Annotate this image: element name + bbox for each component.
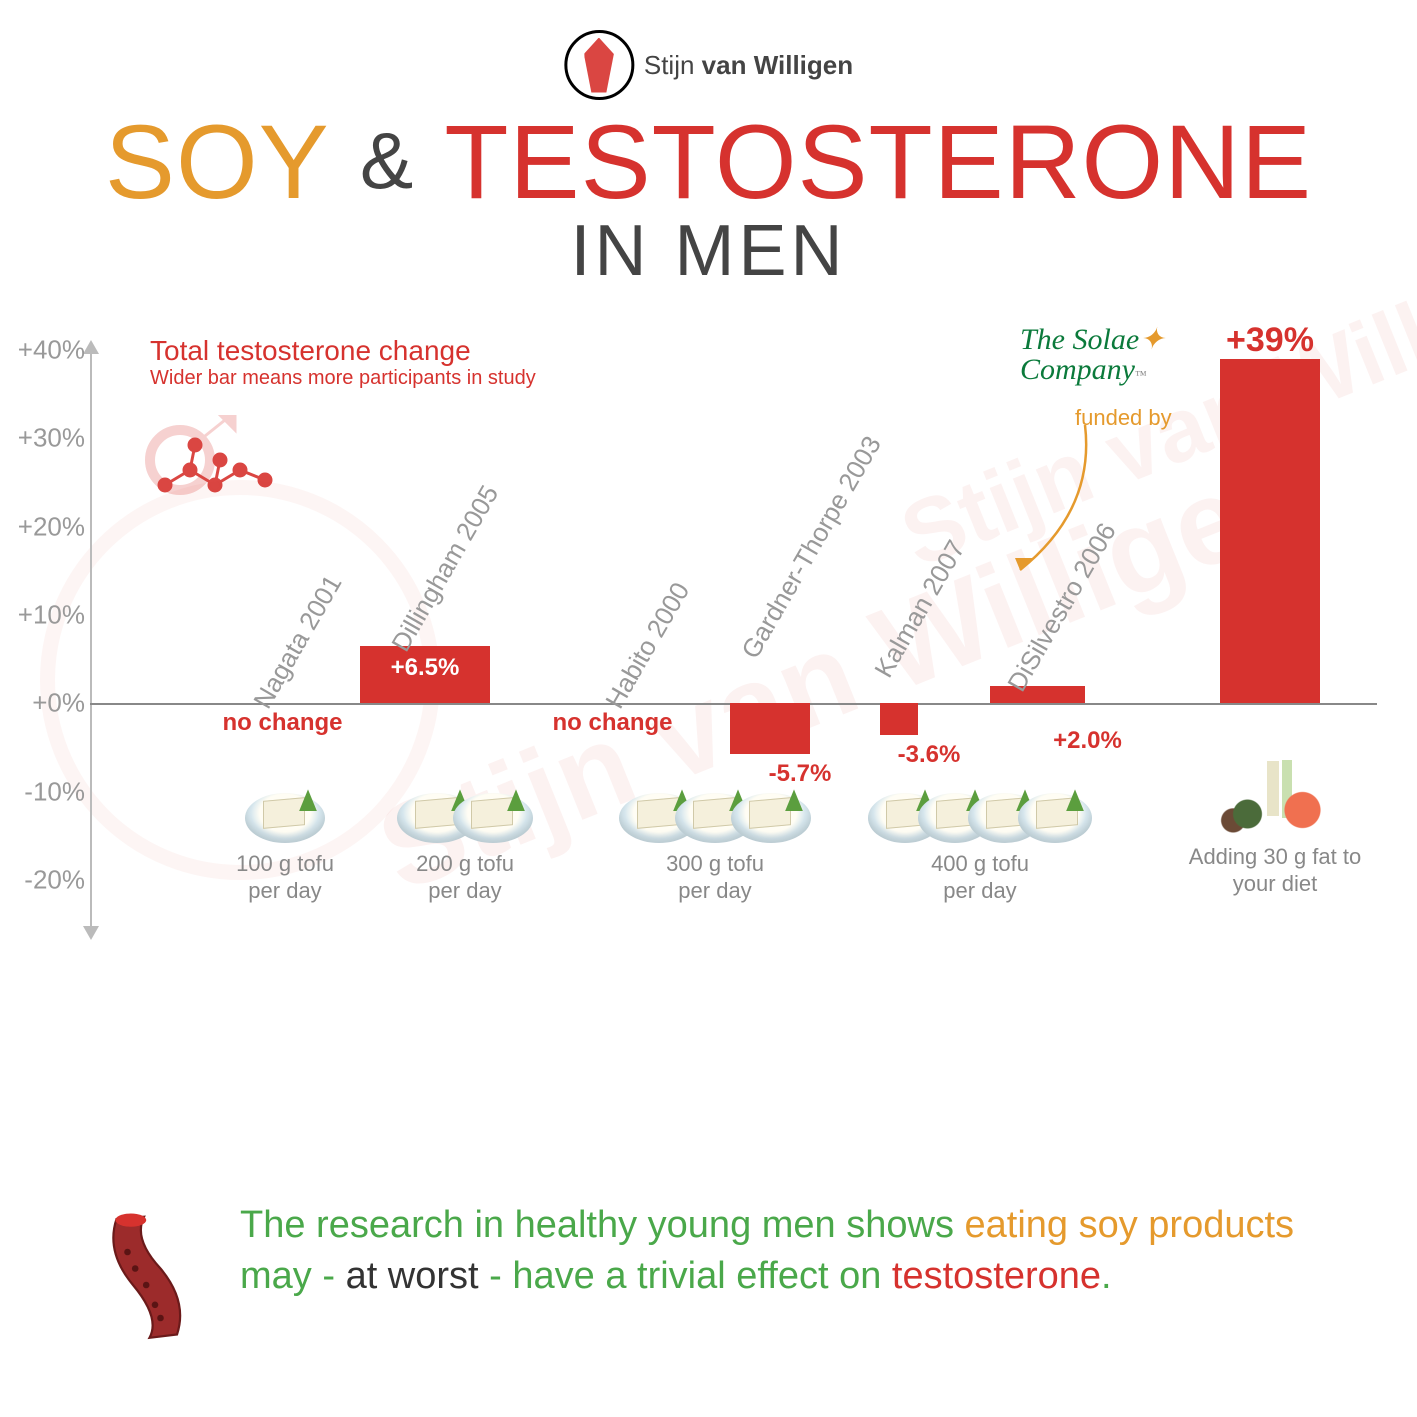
group-label: 100 g tofu bbox=[185, 851, 385, 877]
brand-first-name: Stijn bbox=[644, 50, 695, 80]
page-title: SOY & TESTOSTERONE IN MEN bbox=[0, 110, 1417, 292]
y-tick-label: +20% bbox=[0, 511, 85, 542]
value-label: +6.5% bbox=[360, 654, 490, 682]
y-axis bbox=[90, 350, 92, 930]
group-label: per day bbox=[365, 878, 565, 904]
tofu-bowl-icon bbox=[1018, 793, 1092, 843]
y-tick-label: +30% bbox=[0, 423, 85, 454]
group-label: per day bbox=[880, 878, 1080, 904]
title-amp: & bbox=[360, 116, 414, 205]
testosterone-molecule-icon bbox=[140, 415, 280, 505]
conclusion-text: The research in healthy young men shows … bbox=[240, 1200, 1294, 1303]
study-label: Gardner-Thorpe 2003 bbox=[735, 431, 888, 664]
title-soy: SOY bbox=[105, 104, 330, 221]
tofu-group: 300 g tofuper day bbox=[615, 793, 815, 904]
y-tick-label: -20% bbox=[0, 865, 85, 896]
study-label: Nagata 2001 bbox=[247, 570, 348, 714]
tofu-bowl-icon bbox=[245, 793, 325, 843]
group-label: per day bbox=[185, 878, 385, 904]
tofu-group: 200 g tofuper day bbox=[365, 793, 565, 904]
study-label: Habito 2000 bbox=[599, 577, 696, 714]
study-label: Kalman 2007 bbox=[868, 534, 971, 682]
value-label: -3.6% bbox=[880, 741, 978, 769]
tofu-bowl-icon bbox=[453, 793, 533, 843]
chart-bar bbox=[990, 686, 1085, 704]
y-tick-label: +40% bbox=[0, 335, 85, 366]
group-label: 300 g tofu bbox=[615, 851, 815, 877]
chart-legend-title: Total testosterone change bbox=[150, 335, 536, 367]
group-label: 200 g tofu bbox=[365, 851, 565, 877]
group-label: your diet bbox=[1175, 871, 1375, 897]
tofu-bowl-icon bbox=[731, 793, 811, 843]
group-label: Adding 30 g fat to bbox=[1175, 844, 1375, 870]
study-label: Dillingham 2005 bbox=[385, 480, 505, 657]
brand-logo-icon bbox=[564, 30, 634, 100]
brand-last-name: van Willigen bbox=[702, 50, 853, 80]
conclusion-block: The research in healthy young men shows … bbox=[100, 1200, 1337, 1340]
chart-bar bbox=[730, 703, 810, 753]
chart-bar bbox=[880, 703, 918, 735]
fat-group: Adding 30 g fat toyour diet bbox=[1175, 758, 1375, 897]
artery-icon bbox=[100, 1208, 210, 1340]
solae-company-label: The Solae✦ Company™ bbox=[1020, 325, 1164, 385]
chart-legend: Total testosterone change Wider bar mean… bbox=[150, 335, 536, 390]
testosterone-change-chart: Total testosterone change Wider bar mean… bbox=[40, 350, 1377, 930]
tofu-group: 100 g tofuper day bbox=[185, 793, 385, 904]
chart-legend-sub: Wider bar means more participants in stu… bbox=[150, 367, 536, 390]
title-subtitle: IN MEN bbox=[0, 210, 1417, 292]
brand-logo: Stijn van Willigen bbox=[564, 30, 853, 100]
fat-foods-icon bbox=[1220, 758, 1330, 838]
tofu-group: 400 g tofuper day bbox=[880, 793, 1080, 904]
value-label: -5.7% bbox=[730, 760, 870, 788]
group-label: 400 g tofu bbox=[880, 851, 1080, 877]
y-tick-label: +10% bbox=[0, 600, 85, 631]
value-label: +2.0% bbox=[1010, 727, 1165, 755]
group-label: per day bbox=[615, 878, 815, 904]
value-label: no change bbox=[210, 709, 355, 737]
chart-bar bbox=[1220, 359, 1320, 704]
title-testosterone: TESTOSTERONE bbox=[444, 104, 1312, 221]
value-label: no change bbox=[550, 709, 675, 737]
y-tick-label: -10% bbox=[0, 776, 85, 807]
value-label: +39% bbox=[1210, 321, 1330, 360]
y-tick-label: +0% bbox=[0, 688, 85, 719]
